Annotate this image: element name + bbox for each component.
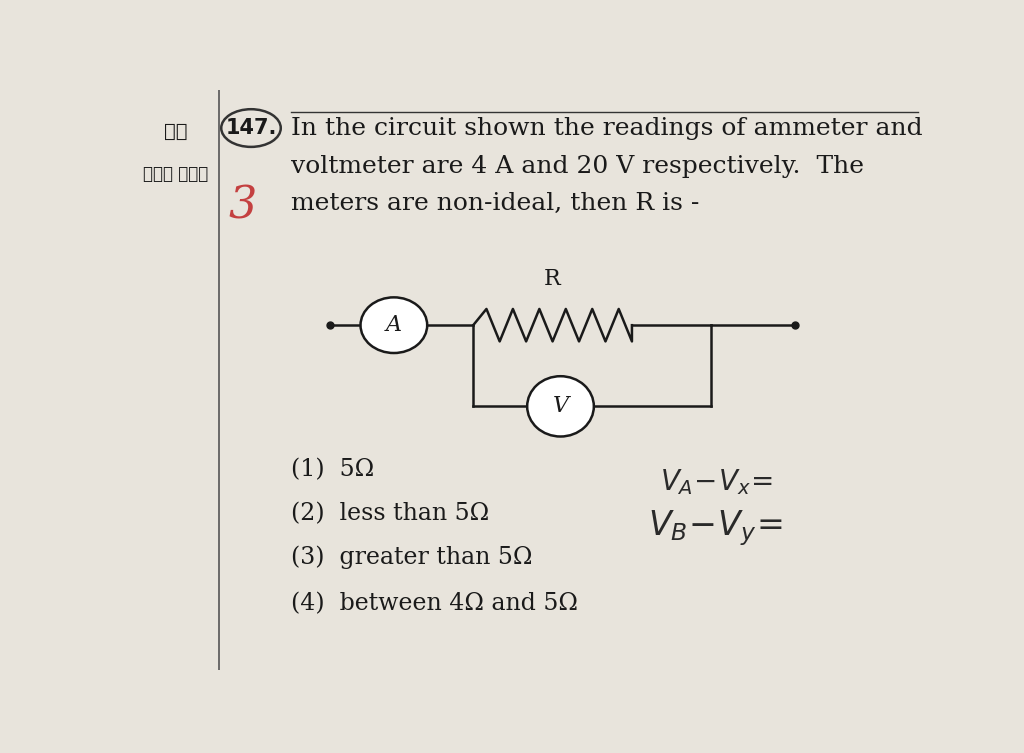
Text: 147.: 147. bbox=[225, 118, 276, 138]
Text: तें हैं: तें हैं bbox=[143, 166, 208, 184]
Text: R: R bbox=[544, 268, 561, 291]
Ellipse shape bbox=[527, 376, 594, 437]
Text: (1)  5Ω: (1) 5Ω bbox=[291, 459, 374, 482]
Text: V: V bbox=[553, 395, 568, 417]
Text: 3: 3 bbox=[229, 184, 257, 228]
Text: voltmeter are 4 A and 20 V respectively.  The: voltmeter are 4 A and 20 V respectively.… bbox=[291, 155, 863, 178]
Text: In the circuit shown the readings of ammeter and: In the circuit shown the readings of amm… bbox=[291, 117, 923, 139]
Text: meters are non-ideal, then R is -: meters are non-ideal, then R is - bbox=[291, 192, 699, 215]
Text: $V_B\!-\!V_y\!=\!$: $V_B\!-\!V_y\!=\!$ bbox=[648, 508, 782, 548]
Text: का: का bbox=[164, 121, 187, 141]
Text: A: A bbox=[386, 314, 401, 336]
Ellipse shape bbox=[360, 297, 427, 353]
Text: (4)  between 4Ω and 5Ω: (4) between 4Ω and 5Ω bbox=[291, 592, 578, 615]
Text: $V_A\!-\!V_x\!=\!$: $V_A\!-\!V_x\!=\!$ bbox=[659, 467, 772, 497]
Text: (2)  less than 5Ω: (2) less than 5Ω bbox=[291, 502, 488, 525]
Text: (3)  greater than 5Ω: (3) greater than 5Ω bbox=[291, 545, 532, 569]
